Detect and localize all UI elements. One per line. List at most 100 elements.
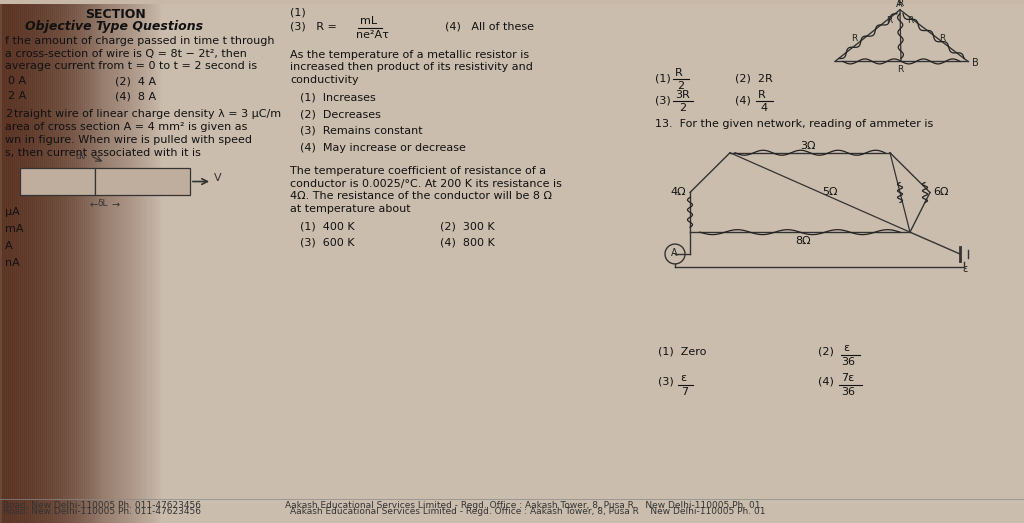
Bar [80, 4, 83, 523]
Text: B: B [972, 59, 979, 69]
Text: V: V [214, 173, 221, 183]
Text: 13.  For the given network, reading of ammeter is: 13. For the given network, reading of am… [655, 119, 933, 129]
Bar [142, 4, 145, 523]
Bar [118, 4, 121, 523]
Bar [94, 4, 96, 523]
Bar [62, 4, 63, 523]
Text: R: R [886, 16, 892, 25]
Bar [74, 4, 77, 523]
Text: wn in figure. When wire is pulled with speed: wn in figure. When wire is pulled with s… [5, 135, 252, 145]
Bar [66, 4, 69, 523]
Bar [116, 4, 119, 523]
Text: average current from t = 0 to t = 2 second is: average current from t = 0 to t = 2 seco… [5, 61, 257, 72]
Bar [58, 4, 60, 523]
Text: 3Ω: 3Ω [800, 141, 815, 151]
Bar [4, 4, 6, 523]
Bar [78, 4, 81, 523]
Text: +: + [112, 175, 120, 185]
Text: 4Ω: 4Ω [670, 187, 686, 198]
Text: ·: · [70, 175, 75, 189]
Text: +: + [148, 175, 156, 185]
Bar [26, 4, 28, 523]
Text: conductor is 0.0025/°C. At 200 K its resistance is: conductor is 0.0025/°C. At 200 K its res… [290, 178, 562, 189]
Bar [22, 4, 24, 523]
Bar [96, 4, 99, 523]
Bar [130, 4, 133, 523]
Bar [102, 4, 105, 523]
Bar [140, 4, 143, 523]
Text: 8Ω: 8Ω [795, 236, 811, 246]
Bar [56, 4, 58, 523]
Bar [126, 4, 129, 523]
Text: 2: 2 [677, 81, 684, 92]
Bar [48, 4, 51, 523]
Text: R: R [675, 69, 683, 78]
Text: (3): (3) [658, 376, 674, 386]
Bar [112, 4, 115, 523]
Text: (3)  600 K: (3) 600 K [300, 237, 354, 247]
Bar [10, 4, 13, 523]
Text: SECTION: SECTION [85, 8, 145, 21]
Bar [18, 4, 20, 523]
Text: Aakash Educational Services Limited - Regd. Office : Aakash Tower, 8, Pusa R    : Aakash Educational Services Limited - Re… [290, 507, 766, 516]
Text: mL: mL [360, 16, 377, 26]
Bar [68, 4, 71, 523]
Text: f the amount of charge passed in time t through: f the amount of charge passed in time t … [5, 36, 274, 46]
Text: As the temperature of a metallic resistor is: As the temperature of a metallic resisto… [290, 50, 529, 60]
Text: ε: ε [680, 373, 686, 383]
Bar [132, 4, 135, 523]
Bar [122, 4, 125, 523]
Text: 36: 36 [841, 387, 855, 397]
Text: dv: dv [75, 152, 86, 161]
Text: increased then product of its resistivity and: increased then product of its resistivit… [290, 62, 532, 72]
Text: ε: ε [843, 343, 849, 354]
Bar [154, 4, 157, 523]
Bar [46, 4, 48, 523]
Bar [8, 4, 10, 523]
Bar [48, 4, 50, 523]
Bar [150, 4, 153, 523]
Bar [80, 4, 82, 523]
Bar [72, 4, 74, 523]
Text: A: A [896, 0, 902, 9]
Bar [76, 4, 78, 523]
Bar [52, 4, 55, 523]
Text: +: + [160, 175, 168, 185]
Text: →: → [111, 200, 119, 210]
Bar [58, 4, 61, 523]
Text: +: + [124, 175, 132, 185]
Bar [28, 4, 31, 523]
Text: traight wire of linear charge density λ = 3 μC/m: traight wire of linear charge density λ … [14, 109, 282, 119]
Bar [90, 4, 92, 523]
Bar [36, 4, 38, 523]
Text: (4): (4) [818, 376, 834, 386]
Text: (2)  300 K: (2) 300 K [440, 221, 495, 231]
Bar [60, 4, 62, 523]
Bar [40, 4, 42, 523]
Text: (4)  May increase or decrease: (4) May increase or decrease [300, 143, 466, 153]
Text: +: + [100, 175, 108, 185]
Text: ·: · [42, 175, 46, 189]
Bar [90, 4, 93, 523]
Text: mA: mA [5, 224, 24, 234]
Text: s, then current associated with it is: s, then current associated with it is [5, 148, 201, 158]
Text: A: A [5, 241, 12, 251]
Bar [84, 4, 86, 523]
Bar [76, 4, 79, 523]
Text: (3)  Remains constant: (3) Remains constant [300, 126, 423, 136]
Text: (1): (1) [290, 8, 306, 18]
Bar [92, 4, 95, 523]
Text: 7: 7 [681, 387, 688, 397]
Bar [16, 4, 18, 523]
Text: 0 A: 0 A [8, 76, 27, 86]
Text: R: R [758, 90, 766, 100]
Text: Objective Type Questions: Objective Type Questions [25, 20, 203, 33]
Text: 3R: 3R [675, 90, 690, 100]
Text: (3): (3) [655, 95, 671, 105]
Bar [20, 4, 23, 523]
Bar [144, 4, 147, 523]
Bar [6, 4, 8, 523]
Text: (4)  8 A: (4) 8 A [115, 91, 156, 101]
Text: 2: 2 [5, 109, 12, 119]
Text: (1)  Zero: (1) Zero [658, 346, 707, 356]
